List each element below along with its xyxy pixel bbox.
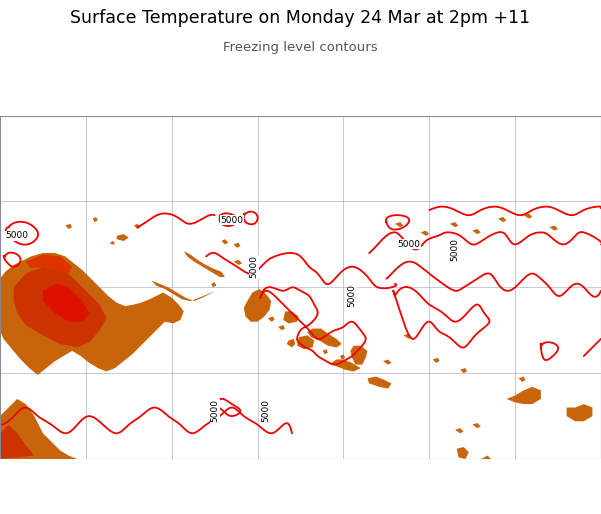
Polygon shape bbox=[460, 368, 467, 373]
Polygon shape bbox=[134, 224, 141, 229]
Text: Surface Temperature on Monday 24 Mar at 2pm +11: Surface Temperature on Monday 24 Mar at … bbox=[70, 9, 531, 27]
Polygon shape bbox=[234, 260, 242, 265]
Polygon shape bbox=[350, 346, 367, 364]
Polygon shape bbox=[433, 358, 439, 363]
Text: 5000: 5000 bbox=[261, 399, 270, 423]
Text: 5000: 5000 bbox=[347, 284, 356, 307]
Polygon shape bbox=[519, 377, 525, 382]
Polygon shape bbox=[283, 311, 299, 323]
Polygon shape bbox=[234, 243, 240, 248]
Polygon shape bbox=[278, 325, 285, 331]
Polygon shape bbox=[211, 282, 216, 287]
Polygon shape bbox=[26, 255, 72, 273]
Polygon shape bbox=[297, 336, 314, 349]
Polygon shape bbox=[93, 217, 98, 222]
Polygon shape bbox=[287, 339, 295, 347]
Polygon shape bbox=[457, 447, 469, 459]
Polygon shape bbox=[110, 241, 115, 244]
Polygon shape bbox=[472, 229, 481, 234]
Polygon shape bbox=[507, 387, 541, 404]
Polygon shape bbox=[421, 231, 429, 236]
Polygon shape bbox=[184, 251, 225, 277]
Polygon shape bbox=[66, 224, 72, 229]
Polygon shape bbox=[244, 289, 271, 322]
Polygon shape bbox=[383, 359, 391, 364]
Polygon shape bbox=[222, 239, 228, 244]
Polygon shape bbox=[331, 359, 361, 372]
Polygon shape bbox=[403, 334, 412, 339]
Polygon shape bbox=[567, 404, 593, 421]
Polygon shape bbox=[367, 377, 391, 389]
Polygon shape bbox=[323, 349, 328, 354]
Polygon shape bbox=[43, 284, 90, 322]
Polygon shape bbox=[0, 399, 78, 459]
Polygon shape bbox=[117, 234, 129, 241]
Polygon shape bbox=[268, 317, 275, 322]
Polygon shape bbox=[523, 213, 532, 218]
Polygon shape bbox=[472, 423, 481, 428]
Polygon shape bbox=[549, 226, 558, 231]
Polygon shape bbox=[14, 267, 106, 347]
Polygon shape bbox=[151, 281, 215, 301]
Polygon shape bbox=[0, 253, 184, 375]
Text: Freezing level contours: Freezing level contours bbox=[223, 41, 378, 54]
Text: 5000: 5000 bbox=[451, 238, 460, 261]
Polygon shape bbox=[450, 222, 459, 227]
Text: 5000: 5000 bbox=[397, 240, 420, 249]
Text: 5000: 5000 bbox=[221, 216, 243, 225]
Polygon shape bbox=[0, 425, 34, 459]
Polygon shape bbox=[340, 354, 345, 359]
Polygon shape bbox=[481, 455, 491, 463]
Polygon shape bbox=[307, 328, 342, 347]
Polygon shape bbox=[455, 428, 463, 433]
Polygon shape bbox=[395, 222, 403, 227]
Text: 5000: 5000 bbox=[5, 231, 29, 241]
Text: 5000: 5000 bbox=[249, 255, 258, 278]
Polygon shape bbox=[498, 217, 507, 222]
Text: 5000: 5000 bbox=[210, 399, 219, 423]
